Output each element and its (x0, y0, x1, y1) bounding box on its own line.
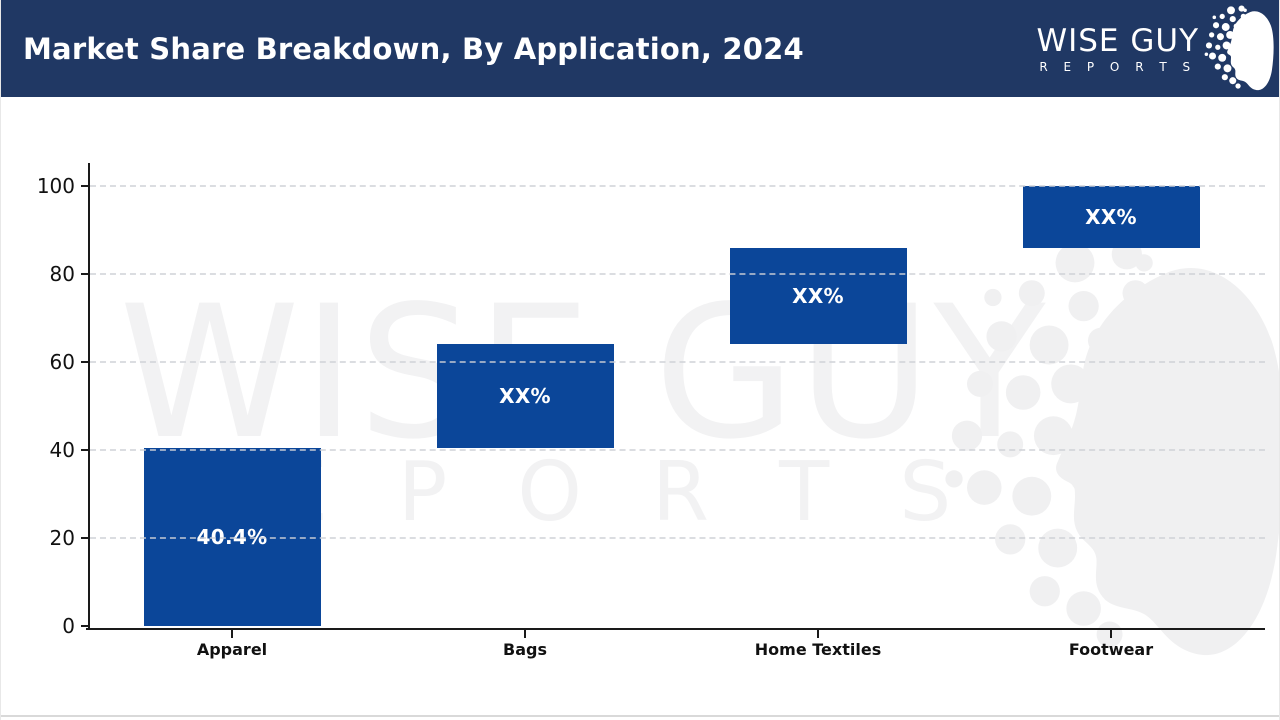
bar-label-home-textiles: XX% (792, 283, 844, 308)
xtick-mark-home-textiles (817, 630, 819, 638)
logo-text: WISE GUY R E P O R T S (1036, 23, 1199, 74)
bar-home-textiles: XX% (729, 247, 907, 345)
x-axis-line (86, 628, 1265, 630)
xtick-mark-footwear (1110, 630, 1112, 638)
ytick-label-80: 80 (49, 262, 75, 286)
category-label-footwear: Footwear (1068, 640, 1154, 659)
y-axis-line (88, 163, 90, 630)
gridline-40 (90, 449, 1265, 451)
header-bar: Market Share Breakdown, By Application, … (1, 0, 1279, 97)
ytick-label-20: 20 (49, 526, 75, 550)
ytick-mark-80 (81, 273, 90, 275)
ytick-mark-40 (81, 449, 90, 451)
xtick-mark-apparel (231, 630, 233, 638)
wise-guy-reports-logo: WISE GUY R E P O R T S (1036, 5, 1279, 93)
ytick-mark-60 (81, 361, 90, 363)
bar-label-footwear: XX% (1085, 204, 1137, 229)
ytick-label-100: 100 (36, 174, 75, 198)
logo-reports-text: R E P O R T S (1039, 60, 1197, 74)
gridline-20 (90, 537, 1265, 539)
bar-footwear: XX% (1022, 186, 1200, 248)
category-label-apparel: Apparel (196, 640, 268, 659)
category-label-home-textiles: Home Textiles (754, 640, 882, 659)
gridline-100 (90, 185, 1265, 187)
ytick-mark-0 (81, 625, 90, 627)
ytick-label-60: 60 (49, 350, 75, 374)
category-label-bags: Bags (503, 640, 547, 659)
bar-label-bags: XX% (499, 384, 551, 409)
logo-wordmark: WISE GUY (1036, 23, 1199, 59)
bottom-divider (1, 715, 1279, 717)
gridline-60 (90, 361, 1265, 363)
gridline-80 (90, 273, 1265, 275)
ytick-label-0: 0 (62, 614, 75, 638)
xtick-mark-bags (524, 630, 526, 638)
ytick-mark-20 (81, 537, 90, 539)
bar-bags: XX% (436, 344, 614, 449)
ytick-label-40: 40 (49, 438, 75, 462)
chart-title: Market Share Breakdown, By Application, … (23, 31, 804, 66)
ytick-mark-100 (81, 185, 90, 187)
